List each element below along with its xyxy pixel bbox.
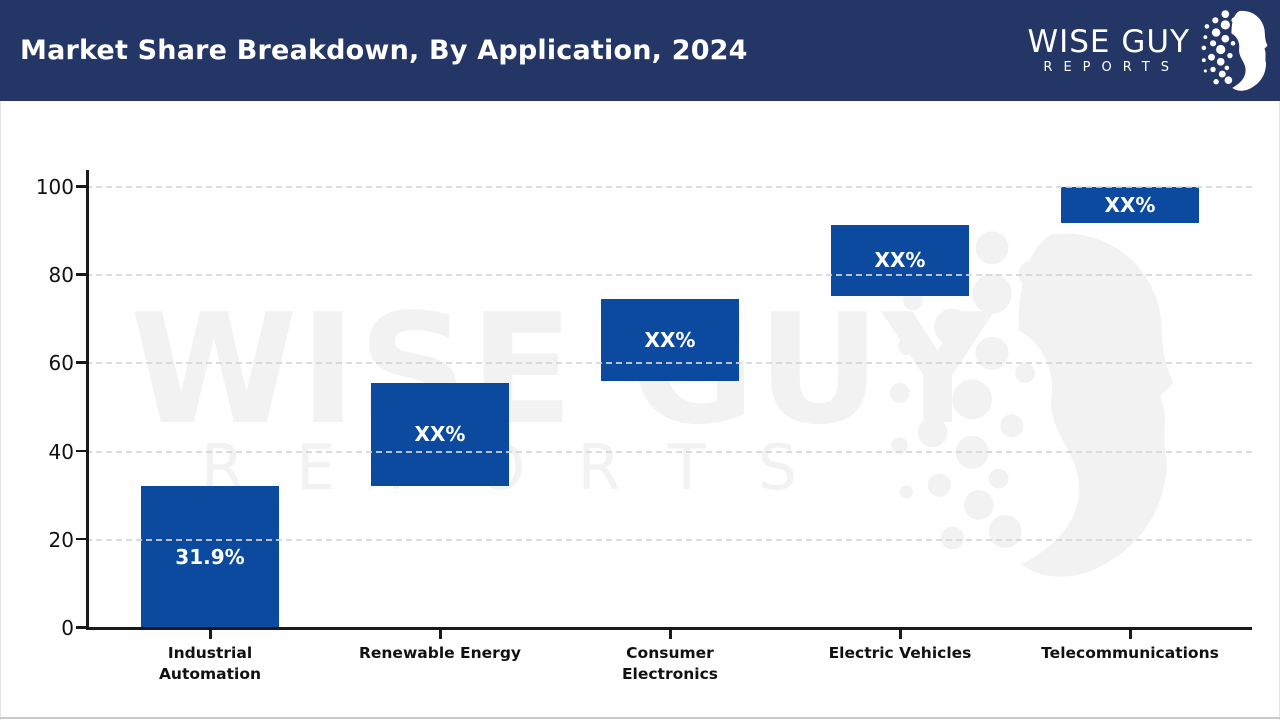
x-axis-spine <box>86 627 1252 630</box>
gridline-y-20 <box>86 538 1252 541</box>
y-tick-20 <box>76 537 86 541</box>
x-category-label-0: Industrial Automation <box>158 644 262 683</box>
logo-text-reports: REPORTS <box>1043 60 1181 75</box>
bar-industrial-automation: 31.9% <box>141 486 279 627</box>
x-category-label-3: Electric Vehicles <box>828 644 972 662</box>
x-tick-1 <box>439 629 442 639</box>
x-tick-3 <box>899 629 902 639</box>
y-tick-80 <box>76 273 86 276</box>
gridline-y-100 <box>86 186 1252 188</box>
logo-text-wiseguy: WISE GUY <box>1027 24 1190 60</box>
y-tick-label-0: 0 <box>61 616 74 640</box>
y-tick-0 <box>76 626 86 629</box>
y-tick-label-60: 60 <box>48 351 74 376</box>
y-tick-label-100: 100 <box>35 175 74 199</box>
brand-logo: WISE GUY REPORTS <box>1027 0 1272 101</box>
y-tick-label-20: 20 <box>48 527 74 552</box>
x-category-label-4: Telecommunications <box>1041 644 1219 662</box>
y-tick-label-80: 80 <box>48 263 74 288</box>
bar-value-label: XX% <box>414 422 466 447</box>
bar-electric-vehicles: XX% <box>831 224 969 296</box>
x-tick-4 <box>1129 629 1132 639</box>
gridline-y-80 <box>86 274 1252 277</box>
y-tick-label-40: 40 <box>48 439 74 464</box>
footer-rule <box>0 717 1280 719</box>
watermark-wordmark: WISE GUY <box>130 281 995 458</box>
chart-title: Market Share Breakdown, By Application, … <box>20 35 748 66</box>
bar-value-label: XX% <box>1104 193 1156 218</box>
logo-wordmark: WISE GUY REPORTS <box>1027 24 1190 75</box>
bar-telecommunications: XX% <box>1061 187 1199 224</box>
y-tick-40 <box>76 449 86 453</box>
bar-value-label: XX% <box>874 248 926 273</box>
gridline-y-60 <box>86 362 1252 365</box>
bar-renewable-energy: XX% <box>371 382 509 487</box>
gridline-y-40 <box>86 450 1252 453</box>
x-tick-0 <box>209 629 212 639</box>
header-band: Market Share Breakdown, By Application, … <box>0 0 1280 101</box>
bar-consumer-electronics: XX% <box>601 298 739 382</box>
x-category-label-2: Consumer Electronics <box>621 644 719 683</box>
y-axis-spine <box>86 170 89 630</box>
page-edge-left <box>0 101 1 720</box>
x-tick-2 <box>669 629 672 639</box>
y-tick-60 <box>76 361 86 364</box>
x-category-label-1: Renewable Energy <box>358 644 522 662</box>
plot-area: WISE GUY REPORTS 31.9% XX% XX% XX% XX% 0 20 40 6… <box>0 101 1280 720</box>
logo-face-icon <box>1201 9 1268 91</box>
y-tick-100 <box>76 185 86 188</box>
bar-value-label: XX% <box>644 328 696 353</box>
bar-value-label: 31.9% <box>175 544 245 569</box>
